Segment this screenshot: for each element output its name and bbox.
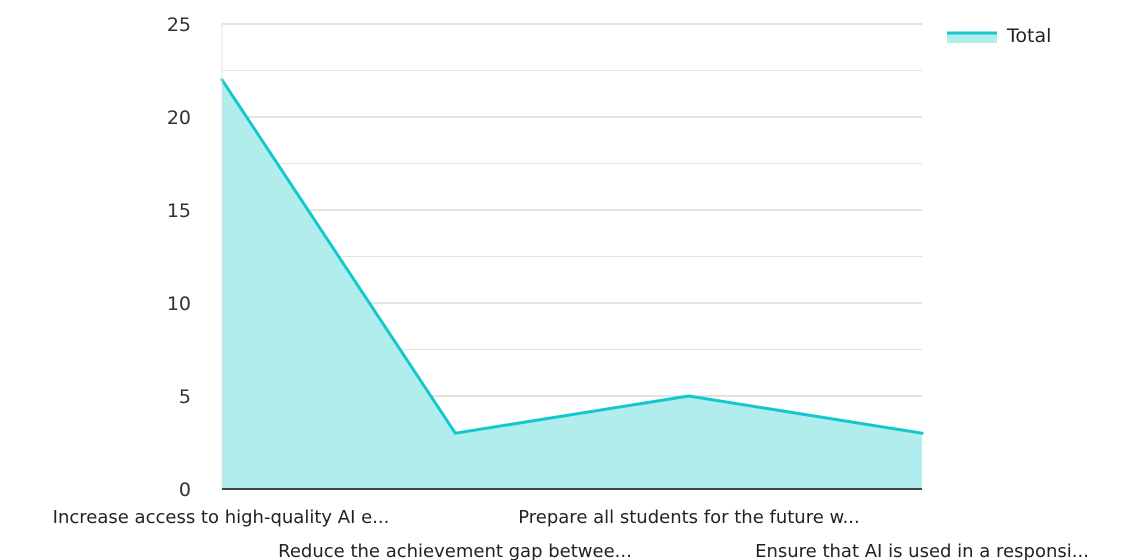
series-line-total bbox=[220, 78, 924, 435]
data-point bbox=[453, 431, 457, 435]
data-point bbox=[687, 394, 691, 398]
series-area-fill bbox=[222, 79, 922, 490]
axes bbox=[221, 24, 922, 490]
data-point bbox=[920, 431, 924, 435]
legend[interactable]: Total bbox=[947, 25, 1051, 47]
legend-swatch bbox=[947, 33, 997, 43]
x-axis-categories: Increase access to high-quality AI e... R… bbox=[53, 507, 1089, 560]
y-tick-label: 25 bbox=[167, 14, 191, 36]
y-tick-label: 20 bbox=[167, 107, 191, 129]
x-category-label: Reduce the achievement gap betwee... bbox=[278, 541, 632, 560]
y-tick-label: 15 bbox=[167, 200, 191, 222]
y-tick-label: 0 bbox=[179, 479, 191, 501]
legend-label-total: Total bbox=[1006, 25, 1051, 47]
y-tick-label: 5 bbox=[179, 386, 191, 408]
y-tick-label: 10 bbox=[167, 293, 191, 315]
x-category-label: Ensure that AI is used in a responsi... bbox=[755, 541, 1089, 560]
y-axis-ticks: 0 5 10 15 20 25 bbox=[167, 14, 191, 501]
x-category-label: Increase access to high-quality AI e... bbox=[53, 507, 390, 528]
x-category-label: Prepare all students for the future w... bbox=[518, 507, 860, 528]
series-area-layer bbox=[220, 78, 924, 490]
